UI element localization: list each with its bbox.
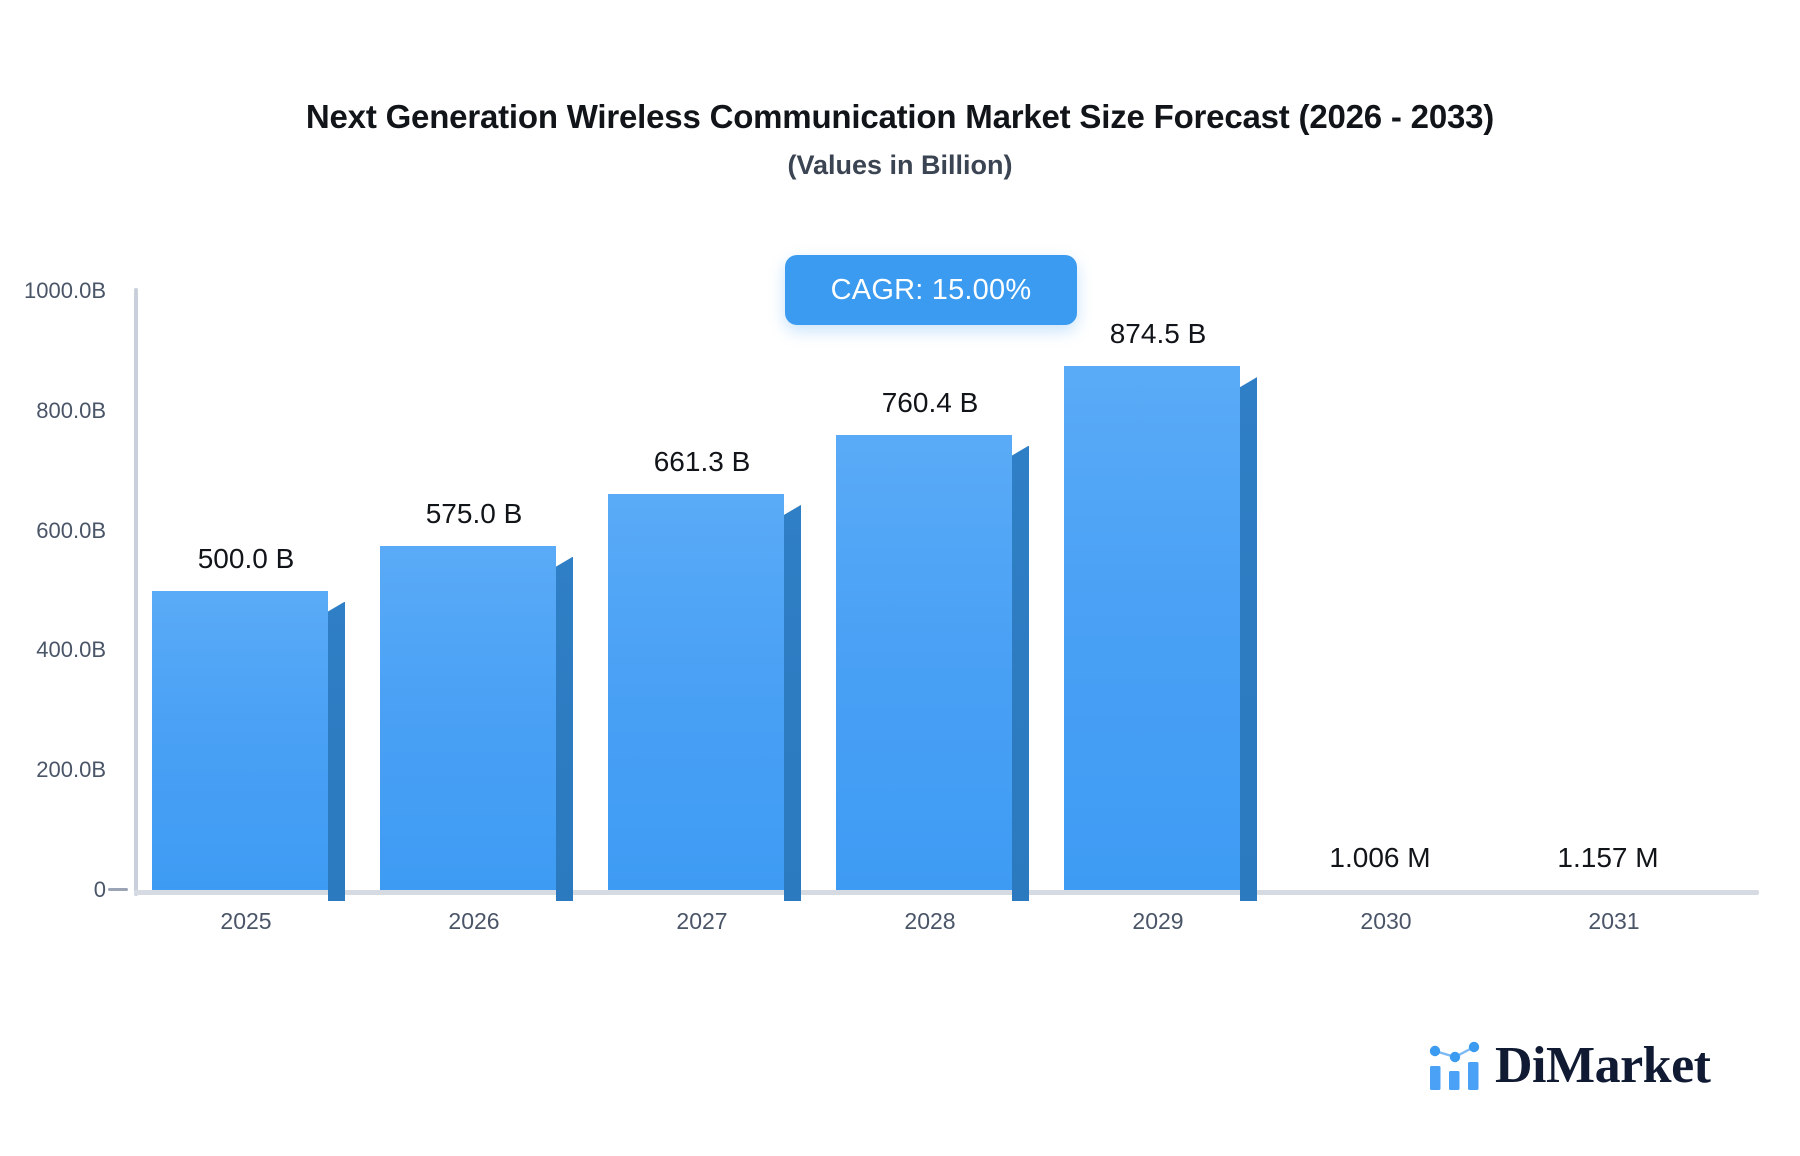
bar-value-label: 760.4 B (881, 386, 979, 418)
bar-value-label: 575.0 B (425, 497, 523, 529)
x-axis-line (134, 890, 1759, 895)
bar-face (152, 590, 328, 890)
bar-2028[interactable] (836, 434, 1029, 901)
bar-value-label: 1.006 M (1329, 842, 1431, 873)
cagr-badge: CAGR: 15.00% (785, 255, 1077, 325)
bar-2027[interactable] (608, 493, 801, 901)
bar-value-label: 874.5 B (1109, 318, 1207, 350)
y-axis-zero-tick-mark (108, 888, 128, 891)
bar-side-panel (556, 556, 573, 901)
x-axis-tick-label-2027: 2027 (676, 908, 728, 934)
cagr-badge-label: CAGR: 15.00% (830, 273, 1032, 306)
bar-side-panel (1240, 377, 1257, 901)
x-axis-tick-label-2031: 2031 (1588, 908, 1640, 934)
bar-face (380, 545, 556, 890)
bar-value-label: 500.0 B (197, 542, 295, 574)
bar-2026[interactable] (380, 545, 573, 901)
y-axis-tick-label: 600.0B (36, 517, 106, 543)
y-axis-tick-label: 800.0B (36, 397, 106, 423)
bar-side-panel (328, 601, 345, 901)
bar-chart-logo-icon (1427, 1040, 1483, 1092)
bar-value-label: 1.157 M (1557, 842, 1659, 873)
bar-2025[interactable] (152, 590, 345, 901)
bar-value-label: 661.3 B (653, 445, 751, 477)
y-axis-tick-label: 0 (93, 877, 106, 902)
bar-face (1064, 366, 1240, 890)
x-axis-tick-label-2025: 2025 (220, 908, 272, 934)
bar-face (608, 493, 784, 890)
y-axis-tick-label: 1000.0B (24, 278, 106, 303)
x-axis-tick-label-2029: 2029 (1132, 908, 1184, 934)
y-axis-tick-label: 200.0B (36, 757, 106, 783)
x-axis-tick-label-2030: 2030 (1360, 908, 1412, 934)
x-axis-tick-label-2028: 2028 (904, 908, 956, 934)
bar-side-panel (784, 504, 801, 901)
x-axis-tick-label-2026: 2026 (448, 908, 500, 934)
y-axis-line (134, 288, 138, 896)
bar-side-panel (1012, 445, 1029, 901)
logo-text: DiMarket (1495, 1037, 1711, 1094)
dimarket-logo: DiMarket (1427, 1037, 1711, 1094)
bar-face (836, 434, 1012, 890)
y-axis-tick-label: 400.0B (36, 637, 106, 663)
bar-2029[interactable] (1064, 366, 1257, 901)
